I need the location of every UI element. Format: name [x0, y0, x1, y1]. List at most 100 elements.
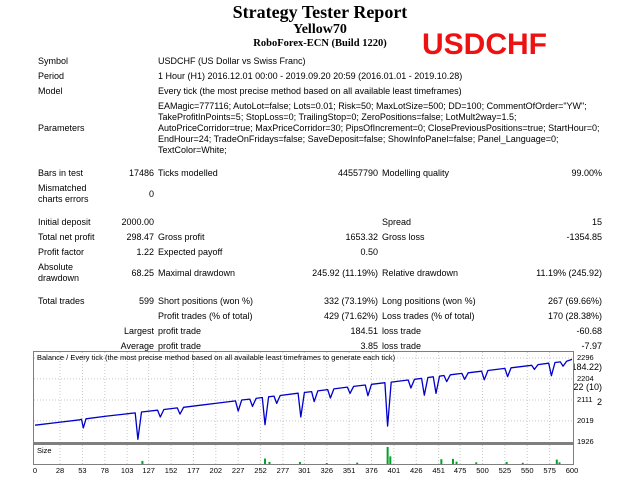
report-label: Maximal drawdown: [158, 267, 236, 278]
report-row: Profit factor 1.22 Expected payoff 0.50: [36, 245, 604, 260]
x-axis-labels: 0 28 53 78 103 127 152 177 202 227 252 277 301 326 351…: [33, 466, 578, 476]
report-value: 267 (69.66%): [547, 296, 603, 306]
size-bar: [455, 461, 458, 464]
balance-curve-svg: [34, 352, 573, 464]
size-bar: [451, 458, 454, 464]
report-label: Ticks modelled: [158, 168, 218, 178]
x-tick-label: 451: [432, 466, 445, 475]
report-header: Strategy Tester Report Yellow70 RoboFore…: [0, 2, 640, 50]
report-value: 1 Hour (H1) 2016.12.01 00:00 - 2019.09.2…: [158, 71, 463, 81]
report-row: Average profit trade 3.85 loss trade -7.97: [36, 339, 604, 354]
report-row: Bars in test 17486 Ticks modelled 44557790 M…: [36, 166, 604, 181]
size-bar: [264, 458, 267, 464]
x-tick-label: 301: [298, 466, 311, 475]
x-tick-label: 500: [476, 466, 489, 475]
report-label: Absolute drawdown: [38, 262, 80, 283]
report-value: 2: [597, 397, 603, 407]
report-label: Profit trades (% of total): [158, 311, 253, 321]
size-bar: [386, 447, 389, 464]
balance-chart: Balance / Every tick (the most precise m…: [33, 351, 594, 475]
report-row: Symbol USDCHF (US Dollar vs Swiss Franc): [36, 54, 604, 69]
report-value: 11.19% (245.92): [536, 267, 603, 278]
report-value: [520, 181, 604, 207]
report-row: Parameters EAMagic=777116; AutoLot=false;…: [36, 99, 604, 158]
report-label: [156, 181, 298, 207]
y-tick-label: 2111: [577, 395, 593, 404]
report-label: Modelling quality: [382, 168, 450, 178]
report-value: 1.22: [136, 247, 155, 257]
size-bar: [268, 461, 271, 464]
report-label: Total net profit: [38, 232, 95, 242]
report-value: 184.51: [350, 326, 379, 336]
report-value: 10 (-184.22): [553, 361, 603, 372]
report-label: Bars in test: [38, 168, 84, 178]
report-value: Largest: [123, 326, 155, 336]
x-tick-label: 550: [520, 466, 534, 475]
y-tick-label: 2019: [577, 415, 594, 425]
report-row: Initial deposit 2000.00 Spread 15: [36, 215, 604, 230]
size-bar: [475, 462, 478, 464]
report-value: [520, 245, 604, 260]
report-label: [36, 309, 98, 324]
report-value: 245.92 (11.19%): [312, 267, 379, 278]
y-tick-label: 2296: [577, 353, 594, 362]
report-value: -184.22 (10): [553, 382, 603, 392]
report-value: 1653.32: [345, 232, 379, 242]
report-row: Period 1 Hour (H1) 2016.12.01 00:00 - 201…: [36, 69, 604, 84]
report-value: 3.85: [360, 341, 379, 351]
panel-divider: [34, 442, 573, 445]
x-tick-label: 600: [565, 466, 579, 475]
report-value: [98, 309, 156, 324]
size-bar: [141, 460, 144, 464]
report-label: Gross loss: [382, 232, 425, 242]
x-tick-label: 202: [209, 466, 223, 475]
report-row: Largest profit trade 184.51 loss trade -60.6…: [36, 324, 604, 339]
report-label: Short positions (won %): [158, 296, 254, 306]
x-tick-label: 575: [543, 466, 556, 475]
x-tick-label: 326: [320, 466, 334, 475]
x-tick-label: 277: [276, 466, 290, 475]
report-value: 298.47: [126, 232, 155, 242]
x-tick-label: 227: [231, 466, 245, 475]
report-value: 170 (28.38%): [547, 311, 603, 321]
report-value: 17486: [128, 168, 155, 178]
size-panel-label: Size: [37, 446, 52, 455]
report-label: Mismatched charts errors: [38, 183, 89, 204]
report-row: Profit trades (% of total) 429 (71.62%) Lo…: [36, 309, 604, 324]
report-value: 429 (71.62%): [323, 311, 379, 321]
row-spacer: [36, 286, 604, 294]
report-label: Model: [38, 86, 63, 96]
report-label: Expected payoff: [158, 247, 223, 257]
report-value: -7.97: [581, 341, 603, 351]
report-value: USDCHF (US Dollar vs Swiss Franc): [158, 56, 306, 66]
report-value: [298, 181, 380, 207]
report-row: Total trades 599 Short positions (won %) 33…: [36, 294, 604, 309]
x-tick-label: 28: [55, 466, 65, 475]
x-tick-label: 426: [410, 466, 423, 475]
x-tick-label: 376: [365, 466, 378, 475]
report-label: Gross profit: [158, 232, 205, 242]
expert-name: Yellow70: [293, 22, 347, 37]
report-label: loss trade: [382, 341, 422, 351]
report-label: Long positions (won %): [382, 296, 476, 306]
report-row: Mismatched charts errors 0: [36, 181, 604, 207]
size-bar: [521, 462, 524, 464]
report-label: Initial deposit: [38, 217, 91, 227]
report-row: Model Every tick (the most precise method…: [36, 84, 604, 99]
report-label: profit trade: [158, 341, 202, 351]
report-label: Parameters: [38, 123, 85, 133]
report-value: 68.25: [131, 267, 155, 278]
size-bar: [555, 459, 558, 464]
y-tick-label: 2204: [577, 373, 594, 383]
row-spacer: [36, 158, 604, 166]
report-value: 332 (73.19%): [323, 296, 379, 306]
report-value: 2000.00: [121, 217, 155, 227]
report-label: [380, 245, 520, 260]
report-value: 0.50: [360, 247, 379, 257]
symbol-watermark: USDCHF: [422, 28, 547, 61]
page-title: Strategy Tester Report: [232, 2, 408, 22]
chart-frame: Balance / Every tick (the most precise m…: [33, 351, 574, 465]
report-label: Spread: [382, 217, 412, 227]
report-label: Symbol: [38, 56, 69, 66]
report-label: Relative drawdown: [382, 267, 459, 278]
